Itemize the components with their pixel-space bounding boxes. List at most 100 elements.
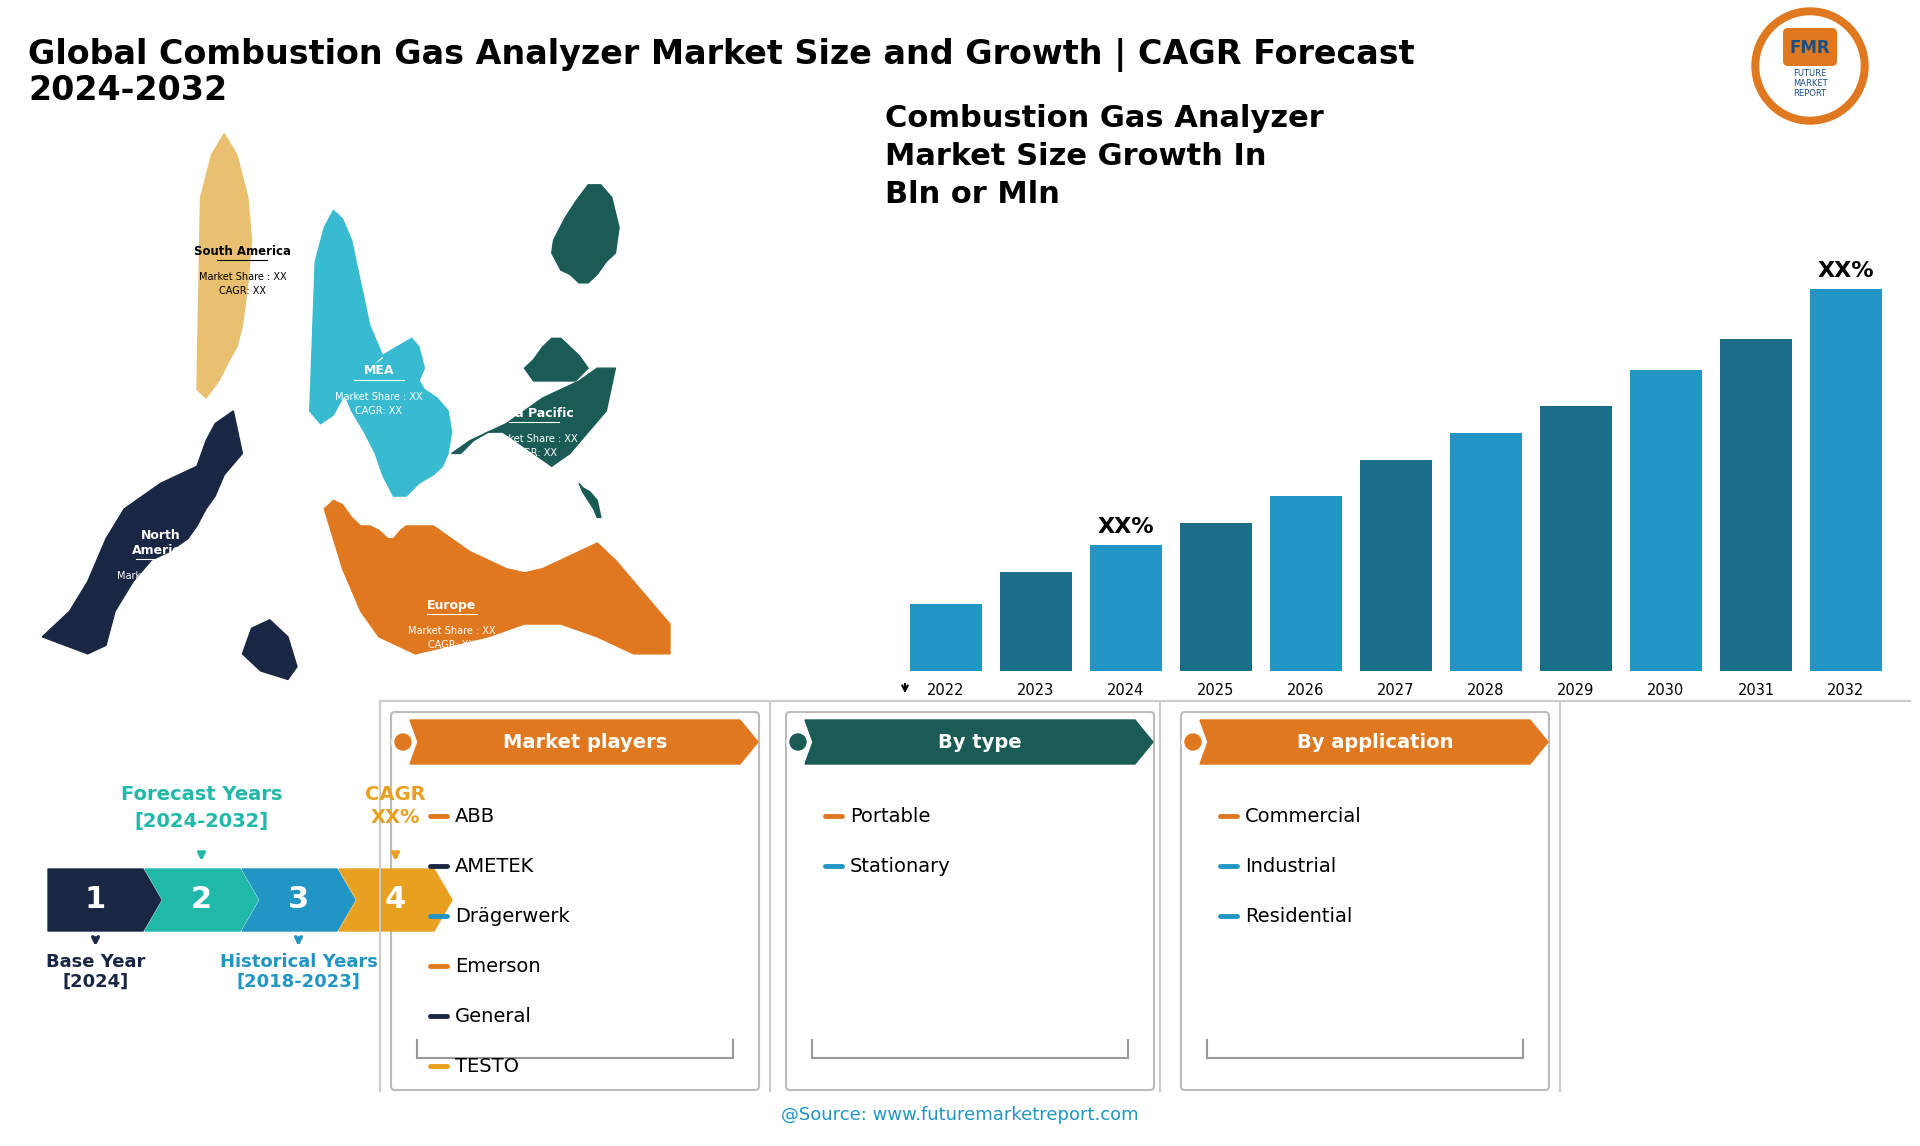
Text: CAGR: XX: CAGR: XX <box>511 448 557 458</box>
Text: Forecast Years: Forecast Years <box>121 785 282 804</box>
Text: Residential: Residential <box>1244 906 1352 926</box>
Polygon shape <box>580 484 601 518</box>
Text: CAGR: CAGR <box>365 785 426 804</box>
Polygon shape <box>242 620 298 680</box>
Text: CAGR: XX: CAGR: XX <box>428 639 474 650</box>
Text: REPORT: REPORT <box>1793 89 1826 99</box>
Text: FUTURE: FUTURE <box>1793 70 1826 78</box>
Polygon shape <box>451 368 616 466</box>
Text: 4: 4 <box>384 886 407 915</box>
Text: Commercial: Commercial <box>1244 807 1361 825</box>
Text: Historical Years: Historical Years <box>219 953 378 971</box>
Text: Base Year: Base Year <box>46 953 146 971</box>
Polygon shape <box>411 720 758 764</box>
Text: @Source: www.futuremarketreport.com: @Source: www.futuremarketreport.com <box>781 1106 1139 1124</box>
Text: 2023: 2023 <box>1018 683 1054 698</box>
Circle shape <box>787 731 808 753</box>
Text: ABB: ABB <box>455 807 495 825</box>
Text: CAGR: XX: CAGR: XX <box>219 286 267 296</box>
Text: 2032: 2032 <box>1828 683 1864 698</box>
Circle shape <box>392 731 415 753</box>
Text: Europe: Europe <box>426 599 476 612</box>
Text: 3: 3 <box>288 886 309 915</box>
Bar <box>1720 339 1791 672</box>
Bar <box>1091 545 1162 672</box>
Polygon shape <box>309 347 451 496</box>
Text: South America: South America <box>194 245 292 258</box>
Polygon shape <box>1200 720 1548 764</box>
Bar <box>1540 406 1613 672</box>
Text: North
America: North America <box>132 528 190 557</box>
Text: 1: 1 <box>84 886 106 915</box>
Circle shape <box>1185 733 1202 749</box>
Text: AMETEK: AMETEK <box>455 856 534 876</box>
Text: Market Share : XX: Market Share : XX <box>336 392 422 401</box>
Text: XX%: XX% <box>1818 261 1874 282</box>
Bar <box>1630 370 1701 672</box>
Text: Market Share : XX: Market Share : XX <box>407 626 495 636</box>
Text: Drägerwerk: Drägerwerk <box>455 906 570 926</box>
Text: [2018-2023]: [2018-2023] <box>236 973 361 991</box>
Polygon shape <box>551 185 618 283</box>
Text: 2022: 2022 <box>927 683 964 698</box>
Text: MEA: MEA <box>363 364 394 377</box>
Bar <box>1269 496 1342 672</box>
FancyBboxPatch shape <box>392 712 758 1090</box>
Text: Emerson: Emerson <box>455 957 541 975</box>
Polygon shape <box>804 720 1154 764</box>
Text: 2028: 2028 <box>1467 683 1505 698</box>
Text: [2024]: [2024] <box>61 973 129 991</box>
Text: Market players: Market players <box>503 732 666 752</box>
Text: [2024-2032]: [2024-2032] <box>134 813 269 831</box>
Bar <box>1181 523 1252 672</box>
Text: Portable: Portable <box>851 807 931 825</box>
Text: General: General <box>455 1006 532 1026</box>
Circle shape <box>1751 8 1868 124</box>
Bar <box>1811 290 1882 672</box>
Polygon shape <box>146 869 257 931</box>
Bar <box>1450 433 1523 672</box>
Polygon shape <box>198 134 252 398</box>
Text: 2024: 2024 <box>1108 683 1144 698</box>
Text: Market Share : XX: Market Share : XX <box>198 272 286 282</box>
Polygon shape <box>324 501 670 654</box>
Text: Market Share : XX: Market Share : XX <box>117 571 204 581</box>
Bar <box>1000 572 1071 672</box>
Text: 2027: 2027 <box>1377 683 1415 698</box>
Text: TESTO: TESTO <box>455 1057 518 1075</box>
Text: 2030: 2030 <box>1647 683 1684 698</box>
Text: FMR: FMR <box>1789 39 1830 57</box>
Circle shape <box>396 733 411 749</box>
Text: CAGR: XX: CAGR: XX <box>355 406 403 416</box>
Circle shape <box>1761 16 1860 116</box>
FancyBboxPatch shape <box>785 712 1154 1090</box>
Polygon shape <box>48 869 161 931</box>
Text: CAGR: XX: CAGR: XX <box>136 584 184 595</box>
FancyBboxPatch shape <box>1784 28 1837 66</box>
Text: 2031: 2031 <box>1738 683 1774 698</box>
Text: Combustion Gas Analyzer
Market Size Growth In
Bln or Mln: Combustion Gas Analyzer Market Size Grow… <box>885 104 1323 210</box>
Polygon shape <box>42 410 242 654</box>
Text: 2026: 2026 <box>1286 683 1325 698</box>
Text: 2: 2 <box>190 886 211 915</box>
Text: XX%: XX% <box>1098 517 1154 537</box>
Circle shape <box>1183 731 1204 753</box>
Text: Global Combustion Gas Analyzer Market Size and Growth | CAGR Forecast: Global Combustion Gas Analyzer Market Si… <box>29 38 1415 72</box>
Polygon shape <box>340 869 451 931</box>
Text: 2024-2032: 2024-2032 <box>29 74 227 107</box>
Text: Stationary: Stationary <box>851 856 950 876</box>
Text: 2029: 2029 <box>1557 683 1596 698</box>
Polygon shape <box>242 869 355 931</box>
Text: 2025: 2025 <box>1198 683 1235 698</box>
Polygon shape <box>309 211 424 424</box>
Text: Industrial: Industrial <box>1244 856 1336 876</box>
Text: Market Share : XX: Market Share : XX <box>490 434 578 445</box>
Text: MARKET: MARKET <box>1793 79 1828 88</box>
Text: By application: By application <box>1296 732 1453 752</box>
Text: Asia Pacific: Asia Pacific <box>493 407 574 421</box>
Text: By type: By type <box>939 732 1021 752</box>
FancyBboxPatch shape <box>1181 712 1549 1090</box>
Polygon shape <box>524 338 588 380</box>
Text: XX%: XX% <box>371 808 420 827</box>
Circle shape <box>789 733 806 749</box>
